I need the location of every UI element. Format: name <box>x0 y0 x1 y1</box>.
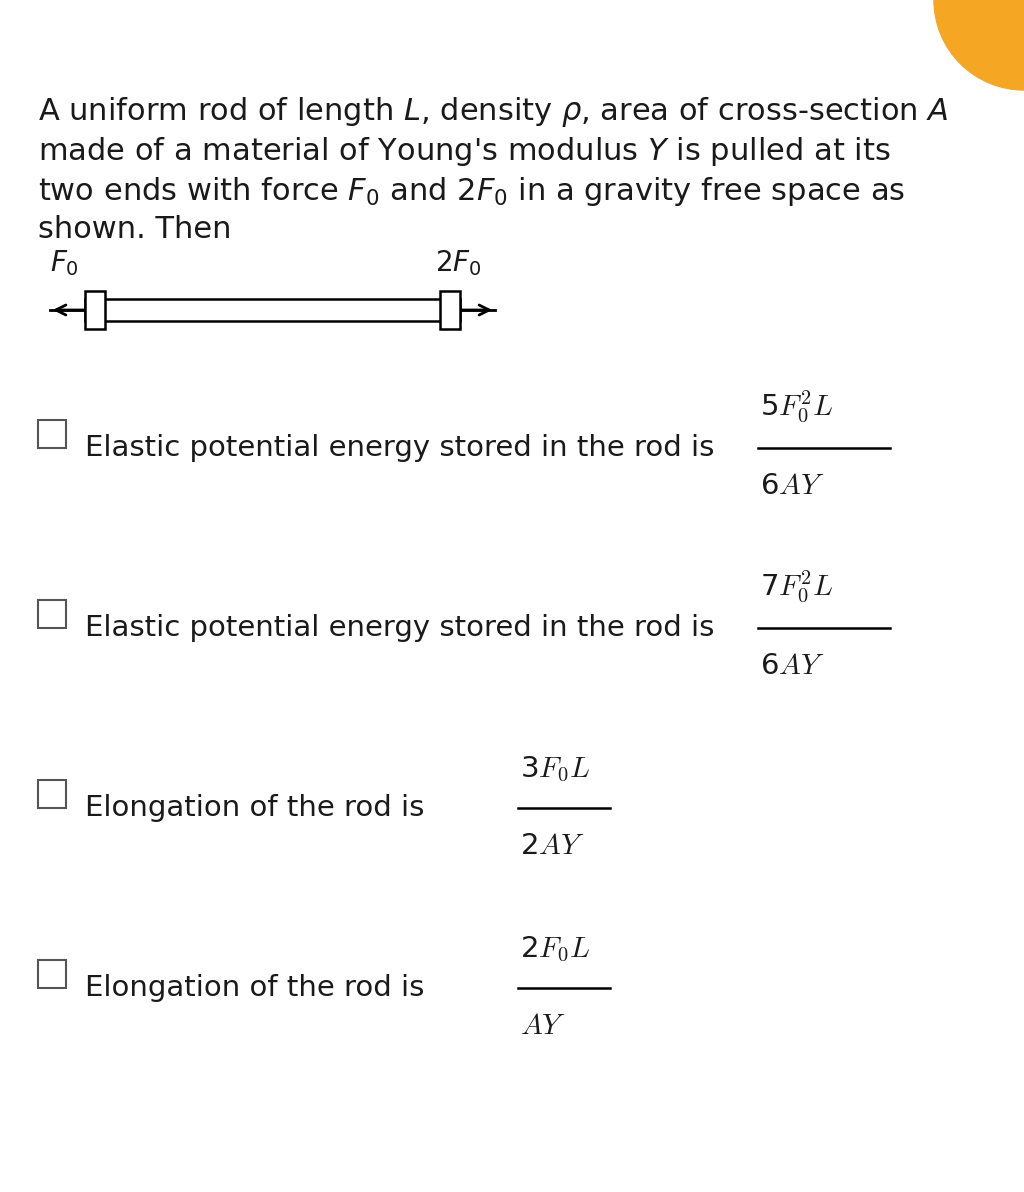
Text: 7$F_0^{2}$$L$: 7$F_0^{2}$$L$ <box>760 569 834 604</box>
Bar <box>85 299 460 321</box>
Bar <box>440 291 460 329</box>
Text: Elongation of the rod is: Elongation of the rod is <box>85 974 424 1002</box>
Text: 6$AY$: 6$AY$ <box>760 652 824 679</box>
Circle shape <box>934 0 1024 91</box>
Bar <box>38 960 66 988</box>
Text: made of a material of Young's modulus $Y$ is pulled at its: made of a material of Young's modulus $Y… <box>38 135 891 168</box>
Text: $2F_0$: $2F_0$ <box>435 248 481 278</box>
Text: $AY$: $AY$ <box>520 1012 566 1039</box>
Text: 3$F_0$$L$: 3$F_0$$L$ <box>520 755 590 784</box>
Text: A uniform rod of length $L$, density $\rho$, area of cross-section $A$: A uniform rod of length $L$, density $\r… <box>38 95 948 129</box>
Bar <box>38 780 66 808</box>
Text: $F_0$: $F_0$ <box>50 248 79 278</box>
Text: 6$AY$: 6$AY$ <box>760 472 824 499</box>
Text: 2$AY$: 2$AY$ <box>520 832 585 859</box>
Text: 5$F_0^{2}$$L$: 5$F_0^{2}$$L$ <box>760 389 834 424</box>
Text: Elastic potential energy stored in the rod is: Elastic potential energy stored in the r… <box>85 614 715 642</box>
Bar <box>85 291 105 329</box>
Text: two ends with force $F_0$ and $2F_0$ in a gravity free space as: two ends with force $F_0$ and $2F_0$ in … <box>38 175 905 207</box>
Text: 2$F_0$$L$: 2$F_0$$L$ <box>520 935 590 964</box>
Bar <box>38 420 66 448</box>
Text: shown. Then: shown. Then <box>38 215 231 244</box>
Bar <box>38 600 66 628</box>
Text: Elastic potential energy stored in the rod is: Elastic potential energy stored in the r… <box>85 434 715 462</box>
Text: Elongation of the rod is: Elongation of the rod is <box>85 794 424 822</box>
